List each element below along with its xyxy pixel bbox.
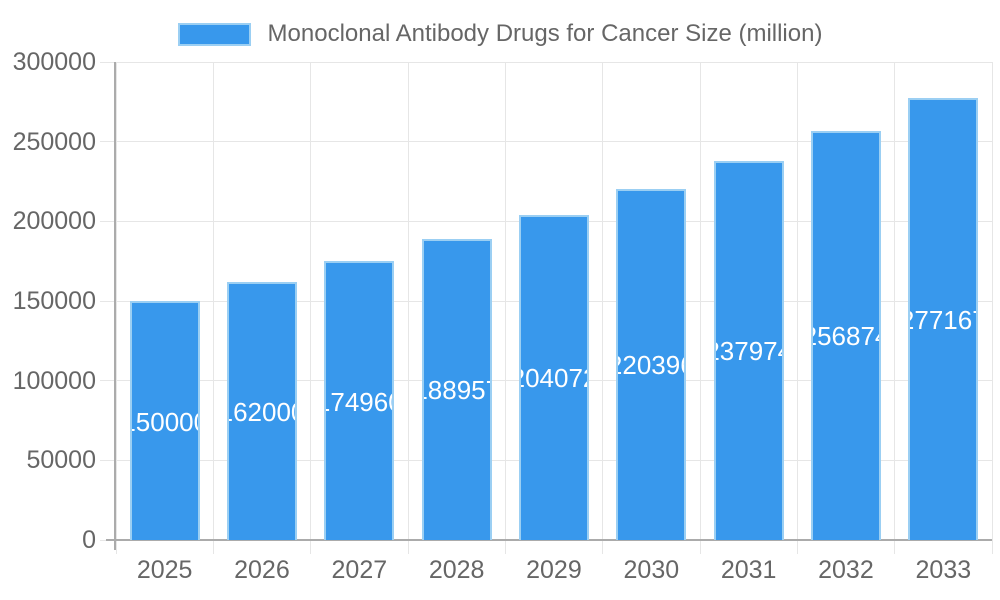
v-gridline xyxy=(991,62,993,554)
v-gridline xyxy=(699,62,701,554)
bar-value-label: 150000 xyxy=(132,406,198,437)
y-tick-label: 0 xyxy=(82,526,96,554)
h-gridline xyxy=(100,141,992,143)
y-tick-label: 250000 xyxy=(12,127,96,156)
v-gridline xyxy=(115,62,117,554)
legend[interactable]: Monoclonal Antibody Drugs for Cancer Siz… xyxy=(0,20,1000,48)
h-gridline xyxy=(100,61,992,63)
bar-value-label: 188957 xyxy=(424,375,490,406)
bar-2026[interactable]: 162000 xyxy=(227,281,297,540)
bar-value-label: 256874 xyxy=(813,321,879,352)
x-tick-label-2030: 2030 xyxy=(623,556,680,584)
x-tick-label-2032: 2032 xyxy=(818,556,874,584)
bar-2025[interactable]: 150000 xyxy=(129,301,200,540)
legend-swatch xyxy=(177,22,251,46)
bar-2030[interactable]: 220396 xyxy=(616,188,687,540)
y-axis-line xyxy=(114,62,116,550)
bar-2032[interactable]: 256874 xyxy=(811,130,881,540)
bar-value-label: 220396 xyxy=(618,350,684,381)
y-tick-label: 200000 xyxy=(12,207,96,236)
v-gridline xyxy=(894,62,896,554)
v-gridline xyxy=(796,62,798,554)
y-tick-label: 50000 xyxy=(26,446,96,475)
legend-label: Monoclonal Antibody Drugs for Cancer Siz… xyxy=(267,20,823,47)
bar-value-label: 237974 xyxy=(716,336,782,367)
y-tick-label: 300000 xyxy=(12,48,96,76)
v-gridline xyxy=(310,62,312,554)
v-gridline xyxy=(504,62,506,554)
x-axis-line xyxy=(106,539,992,541)
bar-2033[interactable]: 277167 xyxy=(908,98,979,540)
v-gridline xyxy=(407,62,409,554)
x-tick-label-2026: 2026 xyxy=(234,556,290,584)
bar-value-label: 277167 xyxy=(910,305,976,336)
x-tick-label-2029: 2029 xyxy=(526,556,582,584)
x-tick-label-2031: 2031 xyxy=(720,556,777,584)
bar-2027[interactable]: 174960 xyxy=(324,261,395,540)
y-tick-label: 100000 xyxy=(12,366,96,395)
bar-2029[interactable]: 204072 xyxy=(519,214,589,540)
v-gridline xyxy=(212,62,214,554)
x-tick-label-2033: 2033 xyxy=(915,556,972,584)
bar-2031[interactable]: 237974 xyxy=(713,160,784,540)
bar-value-label: 162000 xyxy=(229,396,295,427)
x-tick-label-2028: 2028 xyxy=(428,556,485,584)
bar-value-label: 204072 xyxy=(521,363,587,394)
y-tick-label: 150000 xyxy=(12,287,96,315)
bar-value-label: 174960 xyxy=(326,386,392,417)
v-gridline xyxy=(602,62,604,554)
x-tick-label-2027: 2027 xyxy=(331,556,388,584)
bar-2028[interactable]: 188957 xyxy=(421,238,492,540)
x-tick-label-2025: 2025 xyxy=(136,556,193,584)
